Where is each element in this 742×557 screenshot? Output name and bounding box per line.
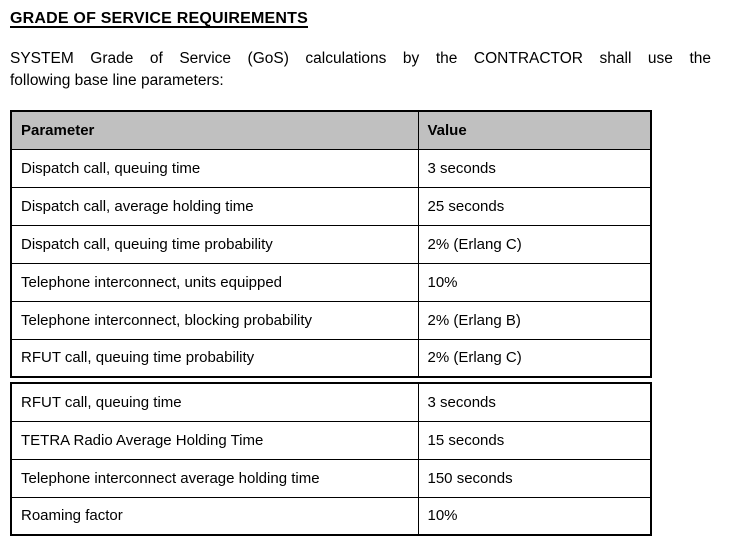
value-cell: 15 seconds (417, 420, 652, 460)
value-cell: 25 seconds (417, 186, 652, 226)
parameter-cell: Telephone interconnect, blocking probabi… (10, 300, 419, 340)
parameter-cell: Dispatch call, queuing time (10, 148, 419, 188)
table-row: TETRA Radio Average Holding Time 15 seco… (10, 420, 652, 460)
parameter-cell: Telephone interconnect average holding t… (10, 458, 419, 498)
table-row: Telephone interconnect, units equipped 1… (10, 262, 652, 302)
parameter-cell: Dispatch call, average holding time (10, 186, 419, 226)
table-row: Dispatch call, queuing time probability … (10, 224, 652, 264)
value-cell: 2% (Erlang C) (417, 224, 652, 264)
table-row: RFUT call, queuing time 3 seconds (10, 382, 652, 422)
column-header-value: Value (417, 110, 652, 150)
parameter-cell: Dispatch call, queuing time probability (10, 224, 419, 264)
value-cell: 3 seconds (417, 382, 652, 422)
intro-paragraph-line-2: following base line parameters: (10, 72, 224, 89)
table-row: Telephone interconnect, blocking probabi… (10, 300, 652, 340)
table-header-row: Parameter Value (10, 110, 652, 150)
table-row: Dispatch call, average holding time 25 s… (10, 186, 652, 226)
intro-paragraph: SYSTEM Grade of Service (GoS) calculatio… (10, 48, 711, 92)
value-cell: 10% (417, 496, 652, 536)
parameter-cell: Telephone interconnect, units equipped (10, 262, 419, 302)
parameter-cell: TETRA Radio Average Holding Time (10, 420, 419, 460)
table-row: RFUT call, queuing time probability 2% (… (10, 338, 652, 378)
table-row: Telephone interconnect average holding t… (10, 458, 652, 498)
gos-parameters-table-area: Parameter Value Dispatch call, queuing t… (10, 110, 652, 536)
value-cell: 10% (417, 262, 652, 302)
table-row: Roaming factor 10% (10, 496, 652, 536)
table-row: Dispatch call, queuing time 3 seconds (10, 148, 652, 188)
parameter-cell: RFUT call, queuing time probability (10, 338, 419, 378)
gos-table-segment-1: Parameter Value Dispatch call, queuing t… (10, 110, 652, 378)
gos-table-segment-2: RFUT call, queuing time 3 seconds TETRA … (10, 382, 652, 536)
intro-paragraph-line-1: SYSTEM Grade of Service (GoS) calculatio… (10, 50, 711, 67)
value-cell: 3 seconds (417, 148, 652, 188)
parameter-cell: Roaming factor (10, 496, 419, 536)
value-cell: 150 seconds (417, 458, 652, 498)
parameter-cell: RFUT call, queuing time (10, 382, 419, 422)
section-heading: GRADE OF SERVICE REQUIREMENTS (10, 10, 308, 27)
column-header-parameter: Parameter (10, 110, 419, 150)
value-cell: 2% (Erlang B) (417, 300, 652, 340)
value-cell: 2% (Erlang C) (417, 338, 652, 378)
